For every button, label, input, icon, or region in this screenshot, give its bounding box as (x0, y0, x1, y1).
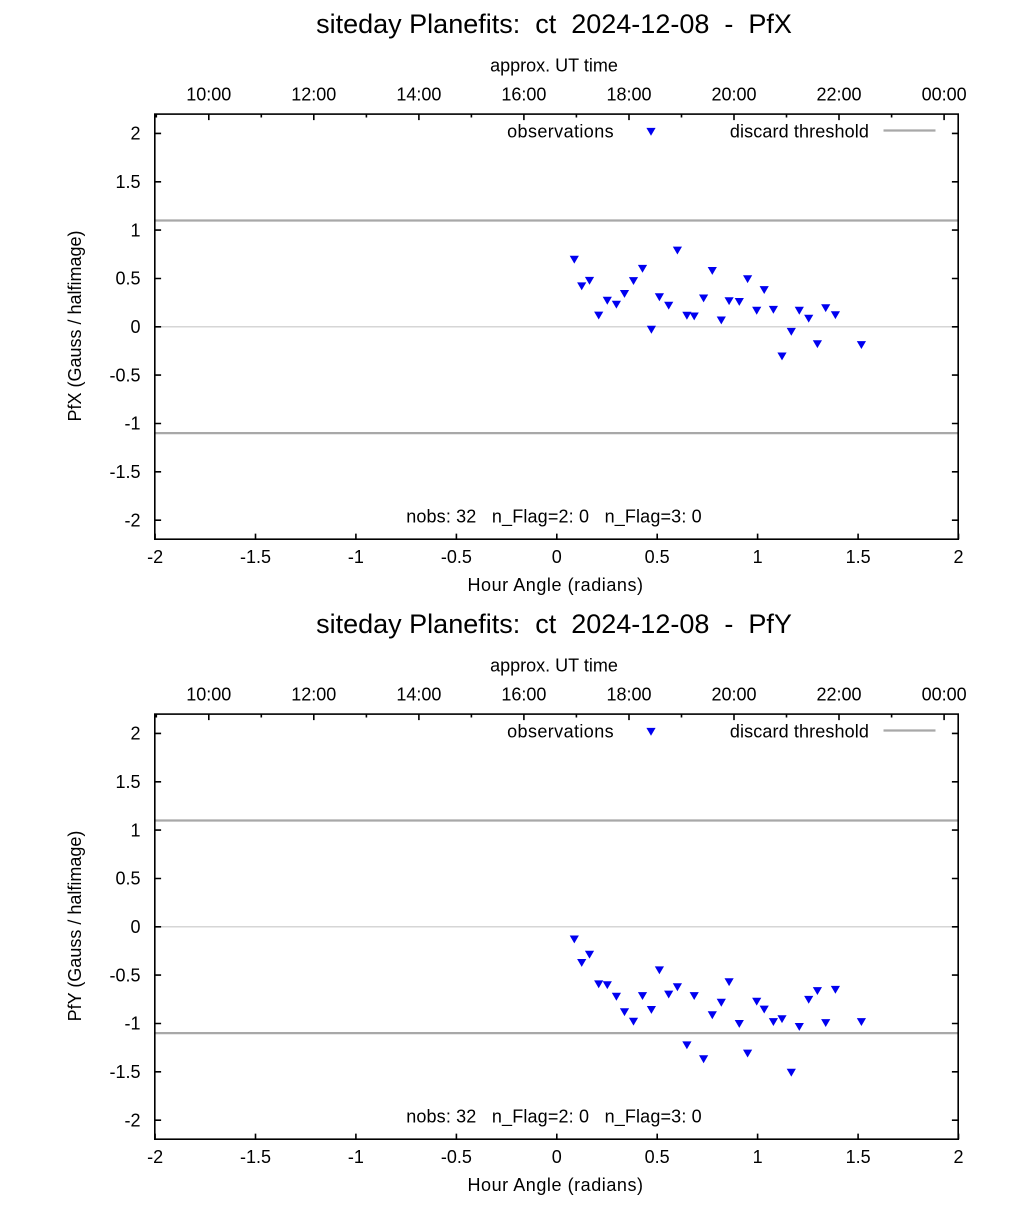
svg-text:discard threshold: discard threshold (730, 122, 869, 142)
svg-text:0: 0 (552, 547, 562, 567)
svg-text:00:00: 00:00 (922, 85, 967, 105)
svg-text:nobs: 32 n_Flag=2: 0 n_Fla: nobs: 32 n_Flag=2: 0 n_Flag=3: 0 (406, 507, 702, 528)
svg-text:0: 0 (552, 1147, 562, 1167)
svg-text:1: 1 (130, 820, 140, 840)
svg-text:approx. UT time: approx. UT time (490, 56, 618, 76)
svg-text:0: 0 (130, 317, 140, 337)
svg-text:siteday Planefits: ct 2024-1: siteday Planefits: ct 2024-12-08 - PfX (316, 9, 792, 39)
svg-text:1: 1 (753, 1147, 763, 1167)
svg-text:observations: observations (507, 122, 614, 142)
svg-text:siteday Planefits: ct 2024-1: siteday Planefits: ct 2024-12-08 - PfY (316, 609, 792, 639)
svg-text:-2: -2 (147, 1147, 163, 1167)
svg-text:0.5: 0.5 (645, 1147, 670, 1167)
svg-text:20:00: 20:00 (711, 685, 756, 705)
svg-text:12:00: 12:00 (291, 85, 336, 105)
svg-text:16:00: 16:00 (501, 85, 546, 105)
svg-text:-0.5: -0.5 (109, 365, 140, 385)
svg-text:10:00: 10:00 (186, 685, 231, 705)
svg-text:-1.5: -1.5 (109, 462, 140, 482)
svg-text:-1.5: -1.5 (240, 547, 271, 567)
svg-text:discard threshold: discard threshold (730, 722, 869, 742)
svg-text:approx. UT time: approx. UT time (490, 656, 618, 676)
svg-text:1.5: 1.5 (846, 1147, 871, 1167)
svg-text:14:00: 14:00 (396, 85, 441, 105)
svg-text:0.5: 0.5 (115, 269, 140, 289)
svg-text:-1.5: -1.5 (240, 1147, 271, 1167)
svg-text:-2: -2 (124, 510, 140, 530)
svg-text:1: 1 (130, 220, 140, 240)
svg-text:-1: -1 (348, 547, 364, 567)
svg-text:-1: -1 (124, 414, 140, 434)
svg-text:2: 2 (953, 547, 963, 567)
svg-text:-0.5: -0.5 (109, 965, 140, 985)
svg-text:2: 2 (130, 124, 140, 144)
svg-text:1.5: 1.5 (115, 172, 140, 192)
svg-text:2: 2 (130, 724, 140, 744)
svg-text:observations: observations (507, 722, 614, 742)
svg-text:1: 1 (753, 547, 763, 567)
svg-text:Hour Angle (radians): Hour Angle (radians) (467, 1175, 643, 1195)
svg-text:20:00: 20:00 (711, 85, 756, 105)
svg-text:-2: -2 (124, 1110, 140, 1130)
svg-text:18:00: 18:00 (606, 85, 651, 105)
svg-text:00:00: 00:00 (922, 685, 967, 705)
svg-text:10:00: 10:00 (186, 85, 231, 105)
svg-text:-2: -2 (147, 547, 163, 567)
svg-text:18:00: 18:00 (606, 685, 651, 705)
svg-text:22:00: 22:00 (816, 85, 861, 105)
svg-text:nobs: 32 n_Flag=2: 0 n_Fla: nobs: 32 n_Flag=2: 0 n_Flag=3: 0 (406, 1107, 702, 1128)
svg-text:0.5: 0.5 (115, 869, 140, 889)
svg-text:-0.5: -0.5 (441, 1147, 472, 1167)
svg-text:PfX (Gauss / halfimage): PfX (Gauss / halfimage) (65, 230, 85, 421)
svg-text:12:00: 12:00 (291, 685, 336, 705)
svg-text:Hour Angle (radians): Hour Angle (radians) (467, 575, 643, 595)
svg-text:-1: -1 (124, 1014, 140, 1034)
svg-text:2: 2 (953, 1147, 963, 1167)
svg-text:16:00: 16:00 (501, 685, 546, 705)
svg-text:1.5: 1.5 (846, 547, 871, 567)
svg-text:PfY (Gauss / halfimage): PfY (Gauss / halfimage) (65, 831, 85, 1022)
svg-text:22:00: 22:00 (816, 685, 861, 705)
svg-text:-0.5: -0.5 (441, 547, 472, 567)
svg-text:-1: -1 (348, 1147, 364, 1167)
svg-text:0.5: 0.5 (645, 547, 670, 567)
svg-text:1.5: 1.5 (115, 772, 140, 792)
svg-text:14:00: 14:00 (396, 685, 441, 705)
svg-text:-1.5: -1.5 (109, 1062, 140, 1082)
svg-text:0: 0 (130, 917, 140, 937)
